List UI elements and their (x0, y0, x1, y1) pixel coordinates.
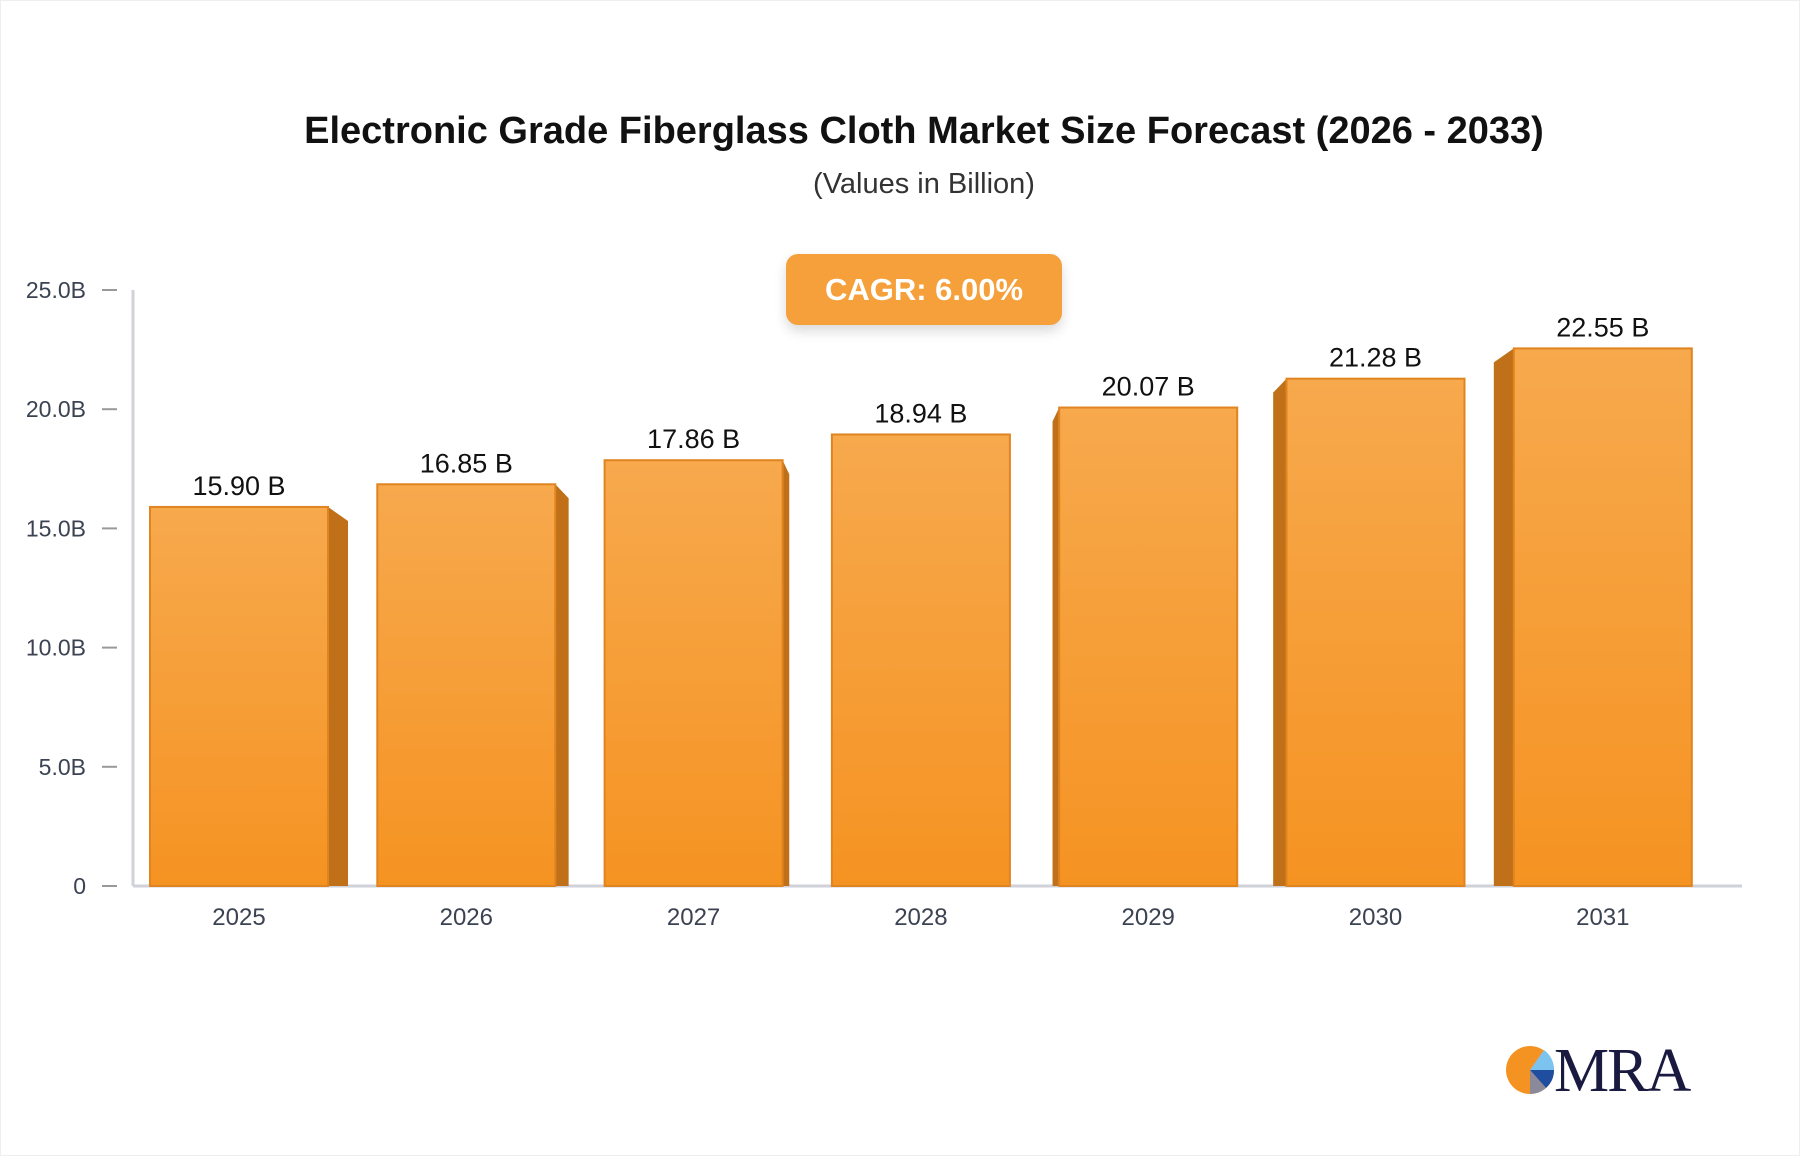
bar-side (782, 460, 790, 886)
x-tick-label: 2025 (212, 904, 265, 931)
x-tick-label: 2027 (667, 904, 720, 931)
y-tick-label: 5.0B (39, 754, 86, 780)
bar-2025 (149, 505, 329, 887)
pie-logo-icon (1506, 1046, 1555, 1095)
data-label: 15.90 B (192, 471, 285, 501)
y-tick-label: 25.0B (26, 277, 86, 303)
bar-side (555, 484, 569, 886)
chart-title: Electronic Grade Fiberglass Cloth Market… (304, 110, 1544, 152)
bar-side (1493, 348, 1514, 887)
data-label: 18.94 B (874, 398, 967, 428)
bar-2031 (1512, 347, 1693, 887)
x-tick-label: 2029 (1122, 904, 1175, 931)
bar-2026 (376, 483, 557, 887)
bar-side (1273, 378, 1287, 886)
logo-text: MRA (1554, 1037, 1691, 1105)
y-tick-label: 0 (73, 873, 86, 899)
x-tick-label: 2028 (894, 904, 947, 931)
bar-2030 (1285, 377, 1466, 887)
bar-2027 (603, 459, 784, 887)
bar-side (328, 506, 348, 886)
mra-logo: MRA (1506, 1037, 1696, 1105)
chart-subtitle: (Values in Billion) (813, 168, 1035, 200)
x-tick-label: 2031 (1576, 904, 1629, 931)
data-label: 22.55 B (1556, 312, 1649, 342)
y-tick-label: 15.0B (26, 515, 86, 541)
bar-2029 (1058, 406, 1239, 887)
data-label: 20.07 B (1102, 372, 1195, 402)
y-tick-label: 20.0B (26, 396, 86, 422)
data-label: 16.85 B (420, 448, 513, 478)
bar-side (1052, 407, 1060, 886)
x-tick-label: 2026 (440, 904, 493, 931)
cagr-badge: CAGR: 6.00% (786, 254, 1062, 325)
y-tick-label: 10.0B (26, 635, 86, 661)
data-label: 21.28 B (1329, 343, 1422, 373)
data-label: 17.86 B (647, 424, 740, 454)
bar-2028 (830, 433, 1011, 887)
x-tick-label: 2030 (1349, 904, 1402, 931)
